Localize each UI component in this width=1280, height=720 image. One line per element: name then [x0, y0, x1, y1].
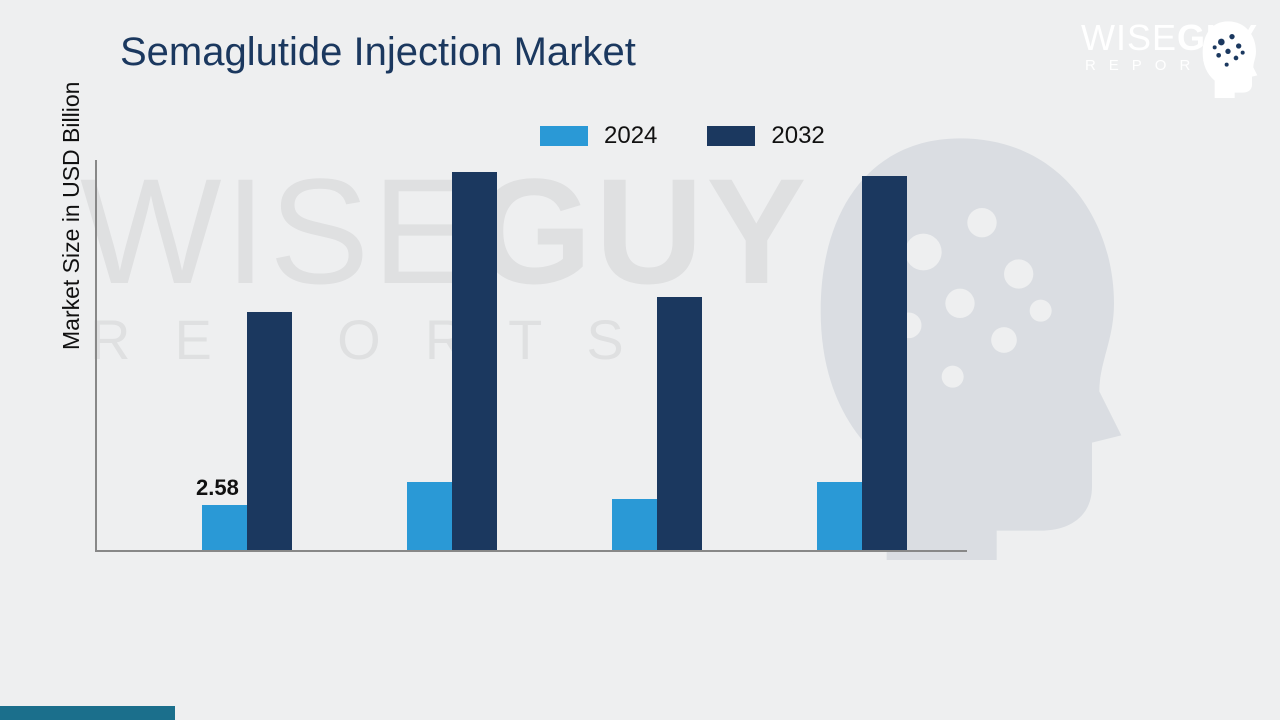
bottom-accent-bar: [0, 706, 175, 720]
legend-swatch-2032: [707, 126, 755, 146]
bar-2032: [657, 297, 702, 551]
y-axis-label: Market Size in USD Billion: [58, 82, 85, 350]
legend-swatch-2024: [540, 126, 588, 146]
chart-title: Semaglutide Injection Market: [120, 30, 636, 75]
bar-value-label: 2.58: [196, 475, 239, 501]
legend: 2024 2032: [540, 122, 825, 150]
brand-head-icon: [1192, 18, 1264, 98]
legend-item-2032: 2032: [707, 122, 824, 150]
page-canvas: WISEGUY REPORTS WISEGUY REPORTS: [0, 0, 1280, 720]
legend-label: 2032: [771, 122, 824, 150]
bar-2024: [407, 482, 452, 550]
bar-2024: [202, 505, 247, 550]
plot-area: 2.58type 2 diabetesobesity and weight ma…: [95, 160, 967, 552]
legend-label: 2024: [604, 122, 657, 150]
bar-2032: [247, 312, 292, 550]
right-brand-band: [970, 0, 1280, 720]
bar-2032: [452, 172, 497, 550]
bar-2032: [862, 176, 907, 550]
bar-2024: [817, 482, 862, 550]
legend-item-2024: 2024: [540, 122, 657, 150]
brand-logo: WISEGUY REPORTS: [1081, 20, 1258, 73]
bar-2024: [612, 499, 657, 550]
